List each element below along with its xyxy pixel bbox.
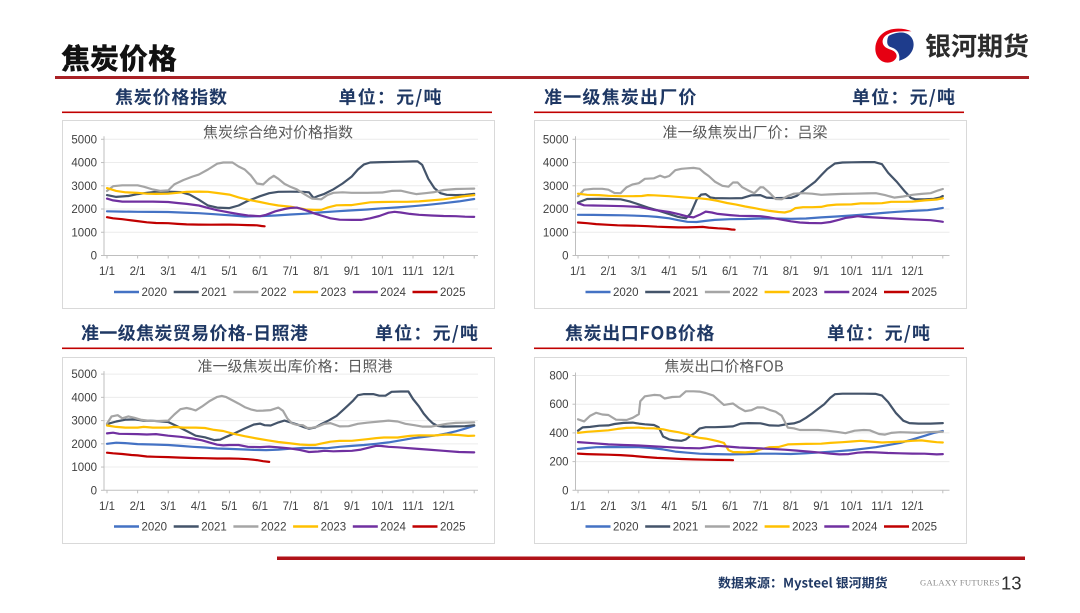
svg-text:8/1: 8/1 — [783, 266, 799, 278]
svg-text:6/1: 6/1 — [722, 266, 738, 278]
svg-text:11/1: 11/1 — [402, 501, 424, 513]
svg-text:2022: 2022 — [732, 522, 758, 534]
svg-text:3000: 3000 — [71, 181, 97, 193]
svg-text:4000: 4000 — [71, 392, 97, 404]
svg-text:0: 0 — [562, 485, 568, 497]
svg-text:10/1: 10/1 — [840, 266, 862, 278]
svg-text:2022: 2022 — [261, 522, 287, 534]
svg-text:0: 0 — [91, 251, 97, 263]
svg-text:2023: 2023 — [792, 522, 818, 534]
svg-text:8/1: 8/1 — [783, 501, 799, 513]
svg-text:5000: 5000 — [71, 134, 97, 146]
svg-text:3/1: 3/1 — [160, 501, 176, 513]
svg-text:2/1: 2/1 — [130, 501, 146, 513]
svg-text:12/1: 12/1 — [901, 501, 923, 513]
svg-text:4/1: 4/1 — [191, 501, 207, 513]
svg-text:200: 200 — [549, 457, 568, 469]
svg-text:1000: 1000 — [543, 227, 569, 239]
svg-text:1/1: 1/1 — [570, 266, 586, 278]
svg-text:1/1: 1/1 — [99, 266, 115, 278]
svg-text:7/1: 7/1 — [752, 501, 768, 513]
svg-text:4/1: 4/1 — [191, 266, 207, 278]
svg-text:6/1: 6/1 — [252, 266, 268, 278]
svg-text:9/1: 9/1 — [344, 266, 360, 278]
svg-text:2025: 2025 — [912, 287, 938, 299]
svg-text:2025: 2025 — [440, 287, 466, 299]
svg-text:600: 600 — [549, 399, 568, 411]
svg-text:2000: 2000 — [543, 204, 569, 216]
svg-text:11/1: 11/1 — [871, 266, 893, 278]
svg-text:3/1: 3/1 — [631, 501, 647, 513]
svg-text:10/1: 10/1 — [371, 501, 393, 513]
svg-text:12/1: 12/1 — [432, 266, 454, 278]
svg-text:9/1: 9/1 — [813, 266, 829, 278]
svg-text:2020: 2020 — [613, 287, 639, 299]
svg-text:3/1: 3/1 — [631, 266, 647, 278]
svg-text:2024: 2024 — [852, 287, 878, 299]
svg-text:6/1: 6/1 — [722, 501, 738, 513]
svg-text:1000: 1000 — [71, 462, 97, 474]
svg-text:2022: 2022 — [732, 287, 758, 299]
svg-text:1/1: 1/1 — [570, 501, 586, 513]
svg-text:12/1: 12/1 — [901, 266, 923, 278]
svg-text:5000: 5000 — [71, 369, 97, 381]
svg-text:2021: 2021 — [201, 522, 227, 534]
svg-text:4/1: 4/1 — [661, 501, 677, 513]
svg-text:7/1: 7/1 — [283, 501, 299, 513]
svg-text:10/1: 10/1 — [840, 501, 862, 513]
svg-text:10/1: 10/1 — [371, 266, 393, 278]
svg-text:2/1: 2/1 — [600, 266, 616, 278]
svg-text:5/1: 5/1 — [692, 501, 708, 513]
svg-text:2025: 2025 — [440, 522, 466, 534]
svg-text:1/1: 1/1 — [99, 501, 115, 513]
svg-text:2020: 2020 — [142, 287, 168, 299]
svg-text:11/1: 11/1 — [402, 266, 424, 278]
svg-text:2025: 2025 — [912, 522, 938, 534]
svg-text:2000: 2000 — [71, 439, 97, 451]
svg-text:2023: 2023 — [321, 522, 347, 534]
svg-text:8/1: 8/1 — [313, 501, 329, 513]
svg-text:8/1: 8/1 — [313, 266, 329, 278]
svg-text:4/1: 4/1 — [661, 266, 677, 278]
svg-text:7/1: 7/1 — [283, 266, 299, 278]
svg-text:3/1: 3/1 — [160, 266, 176, 278]
svg-text:3000: 3000 — [71, 416, 97, 428]
svg-text:0: 0 — [91, 485, 97, 497]
svg-text:GALAXY FUTURES: GALAXY FUTURES — [920, 578, 1000, 588]
svg-text:5/1: 5/1 — [221, 501, 237, 513]
svg-text:13: 13 — [1001, 573, 1022, 594]
svg-text:1000: 1000 — [71, 227, 97, 239]
svg-text:5/1: 5/1 — [221, 266, 237, 278]
svg-text:7/1: 7/1 — [752, 266, 768, 278]
svg-text:3000: 3000 — [543, 181, 569, 193]
svg-text:2024: 2024 — [380, 287, 406, 299]
svg-text:2024: 2024 — [852, 522, 878, 534]
svg-text:6/1: 6/1 — [252, 501, 268, 513]
svg-text:4000: 4000 — [71, 158, 97, 170]
svg-text:2021: 2021 — [673, 522, 699, 534]
svg-text:800: 800 — [549, 371, 568, 383]
svg-text:2/1: 2/1 — [600, 501, 616, 513]
svg-text:2020: 2020 — [142, 522, 168, 534]
svg-text:2023: 2023 — [792, 287, 818, 299]
svg-text:0: 0 — [562, 251, 568, 263]
svg-text:4000: 4000 — [543, 158, 569, 170]
svg-text:9/1: 9/1 — [344, 501, 360, 513]
svg-text:2023: 2023 — [321, 287, 347, 299]
svg-text:2/1: 2/1 — [130, 266, 146, 278]
svg-text:2024: 2024 — [380, 522, 406, 534]
svg-text:2022: 2022 — [261, 287, 287, 299]
svg-text:5000: 5000 — [543, 134, 569, 146]
svg-text:5/1: 5/1 — [692, 266, 708, 278]
svg-text:11/1: 11/1 — [871, 501, 893, 513]
svg-text:9/1: 9/1 — [813, 501, 829, 513]
svg-text:2020: 2020 — [613, 522, 639, 534]
svg-text:2021: 2021 — [201, 287, 227, 299]
svg-text:2000: 2000 — [71, 204, 97, 216]
svg-text:2021: 2021 — [673, 287, 699, 299]
svg-text:12/1: 12/1 — [432, 501, 454, 513]
svg-text:400: 400 — [549, 428, 568, 440]
